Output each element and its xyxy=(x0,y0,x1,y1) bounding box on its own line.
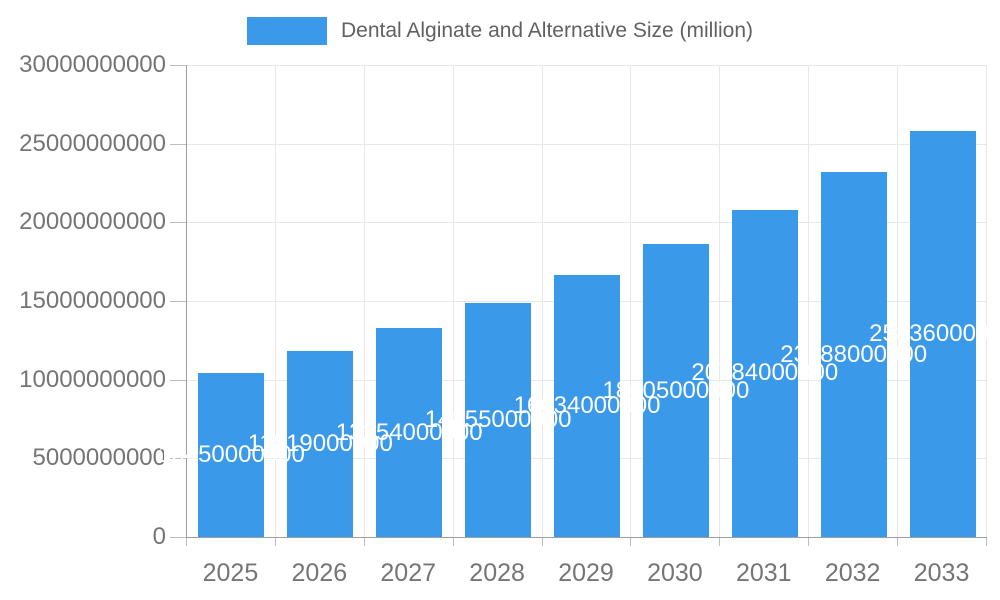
x-axis-tick-label: 2025 xyxy=(202,559,259,587)
y-axis-tick-mark xyxy=(170,458,186,460)
x-axis-tick-label: 2032 xyxy=(824,559,881,587)
y-axis-tick-mark xyxy=(170,222,186,224)
x-axis-tick-mark xyxy=(808,538,810,546)
gridline-vertical xyxy=(630,65,632,537)
bar-value-label: 20784000000 xyxy=(691,359,839,387)
x-axis-tick-mark xyxy=(986,538,987,546)
bar-value-label: 14855000000 xyxy=(424,406,572,434)
bar-value-label: 13254000000 xyxy=(335,418,483,446)
bar-2025 xyxy=(198,372,265,537)
gridline-vertical xyxy=(541,65,543,537)
x-axis-tick-label: 2029 xyxy=(558,559,614,587)
y-axis-tick-mark xyxy=(170,379,186,381)
bar-value-label: 16634000000 xyxy=(513,392,661,420)
legend-swatch xyxy=(246,17,327,45)
bar-2026 xyxy=(287,351,354,537)
x-axis-tick-mark xyxy=(630,538,632,546)
chart-legend: Dental Alginate and Alternative Size (mi… xyxy=(0,17,1000,45)
bar-value-label: 10450000000 xyxy=(158,440,305,468)
gridline-vertical xyxy=(808,65,810,537)
y-axis-tick-mark xyxy=(170,301,186,302)
y-axis-tick-label: 15000000000 xyxy=(19,287,166,314)
plot-area: 10450000000 11819000000 13254000000 1485500… xyxy=(158,65,1000,538)
gridline-horizontal xyxy=(187,65,987,66)
x-axis-tick-label: 2027 xyxy=(380,559,437,587)
bar-2033 xyxy=(909,130,976,537)
x-axis-tick-mark xyxy=(541,538,543,546)
x-axis-tick-mark xyxy=(897,538,899,546)
x-axis-tick-label: 2026 xyxy=(291,559,348,587)
y-axis-tick-label: 30000000000 xyxy=(19,51,166,78)
x-axis-tick-mark xyxy=(186,538,187,546)
gridline-vertical xyxy=(897,65,899,537)
x-axis-tick-label: 2028 xyxy=(469,559,525,587)
y-axis-tick-label: 10000000000 xyxy=(19,365,166,393)
bar-2029 xyxy=(554,275,620,537)
y-axis-tick-mark xyxy=(170,65,186,66)
bar-value-label: 23188000000 xyxy=(780,340,928,368)
x-axis-tick-mark xyxy=(719,538,721,546)
y-axis-tick-label: 20000000000 xyxy=(19,208,166,236)
bar-2027 xyxy=(376,328,443,537)
x-axis-tick-label: 2033 xyxy=(913,559,970,587)
x-axis-tick-label: 2031 xyxy=(735,559,792,587)
x-axis-tick-mark xyxy=(274,538,276,546)
y-axis-tick-label: 5000000000 xyxy=(32,444,166,472)
y-axis-tick-label: 0 xyxy=(152,523,166,550)
y-axis-tick-mark xyxy=(170,537,186,538)
x-axis-tick-label: 2030 xyxy=(647,559,703,587)
bar-2030 xyxy=(642,244,709,537)
bar-2031 xyxy=(731,210,798,537)
bar-value-label: 18605000000 xyxy=(602,376,750,404)
bar-2028 xyxy=(465,303,532,537)
gridline-vertical xyxy=(719,65,721,537)
bar-value-label: 11819000000 xyxy=(247,430,393,458)
y-axis-tick-mark xyxy=(170,143,186,145)
gridline-vertical xyxy=(274,65,276,537)
legend-label: Dental Alginate and Alternative Size (mi… xyxy=(340,19,754,42)
bar-2032 xyxy=(820,172,887,537)
gridline-vertical xyxy=(986,65,987,537)
x-axis-tick-mark xyxy=(452,538,454,546)
gridline-vertical xyxy=(363,65,365,537)
gridline-vertical xyxy=(452,65,454,537)
gridline-horizontal xyxy=(187,222,987,224)
y-axis-tick-label: 25000000000 xyxy=(19,129,166,157)
x-axis-tick-mark xyxy=(363,538,365,546)
gridline-horizontal xyxy=(187,143,987,145)
